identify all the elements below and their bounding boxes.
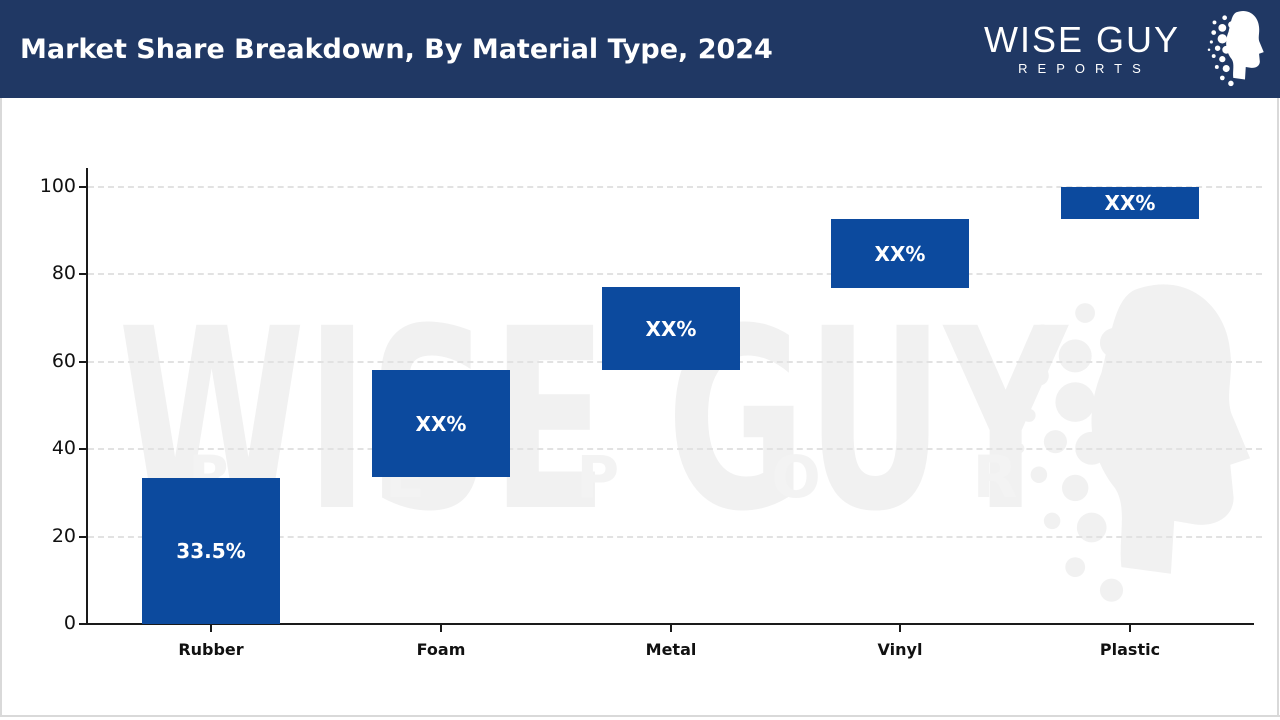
y-tick-label-80: 80 [51,262,76,284]
x-category-label-vinyl: Vinyl [877,640,923,659]
bar-plastic: XX% [1061,187,1199,219]
bar-vinyl: XX% [831,219,969,288]
face-profile-dots-icon [1184,6,1270,92]
bar-metal: XX% [602,287,740,370]
brand-name: WISE GUY [983,19,1180,60]
gridline-20 [88,536,1262,538]
gridline-80 [88,273,1262,275]
bar-rubber: 33.5% [142,478,280,624]
gridline-100 [88,186,1262,188]
y-tick-0 [79,623,87,625]
y-tick-label-20: 20 [51,525,76,547]
bar-foam: XX% [372,370,510,477]
x-tick-foam [440,625,442,632]
x-tick-plastic [1129,625,1131,632]
bar-value-label-vinyl: XX% [874,241,926,266]
x-tick-vinyl [899,625,901,632]
bar-value-label-foam: XX% [415,411,467,436]
y-tick-label-0: 0 [63,612,76,634]
y-tick-20 [79,536,87,538]
x-category-label-foam: Foam [416,640,466,659]
x-category-label-plastic: Plastic [1099,640,1161,659]
gridline-40 [88,448,1262,450]
y-axis-line [86,168,88,625]
y-tick-label-60: 60 [51,350,76,372]
x-axis-line [86,623,1254,625]
y-tick-100 [79,186,87,188]
watermark-face-profile-dots-icon [930,205,1260,685]
y-tick-80 [79,273,87,275]
y-tick-60 [79,361,87,363]
bar-value-label-metal: XX% [645,316,697,341]
frame-bottom-border [0,715,1280,717]
brand-subname: REPORTS [1018,61,1151,76]
y-tick-label-100: 100 [39,175,76,197]
brand-logo: WISE GUY REPORTS [984,6,1270,92]
bar-value-label-plastic: XX% [1104,191,1156,215]
y-tick-label-40: 40 [51,437,76,459]
x-tick-metal [670,625,672,632]
bar-value-label-rubber: 33.5% [176,539,246,563]
page-title: Market Share Breakdown, By Material Type… [20,33,773,65]
brand-logo-text: WISE GUY REPORTS [983,19,1180,77]
frame-left-border [0,98,2,717]
y-tick-40 [79,448,87,450]
x-category-label-rubber: Rubber [178,640,244,659]
x-category-label-metal: Metal [645,640,697,659]
header-bar: Market Share Breakdown, By Material Type… [0,0,1280,98]
x-tick-rubber [210,625,212,632]
frame-right-border [1277,98,1279,717]
